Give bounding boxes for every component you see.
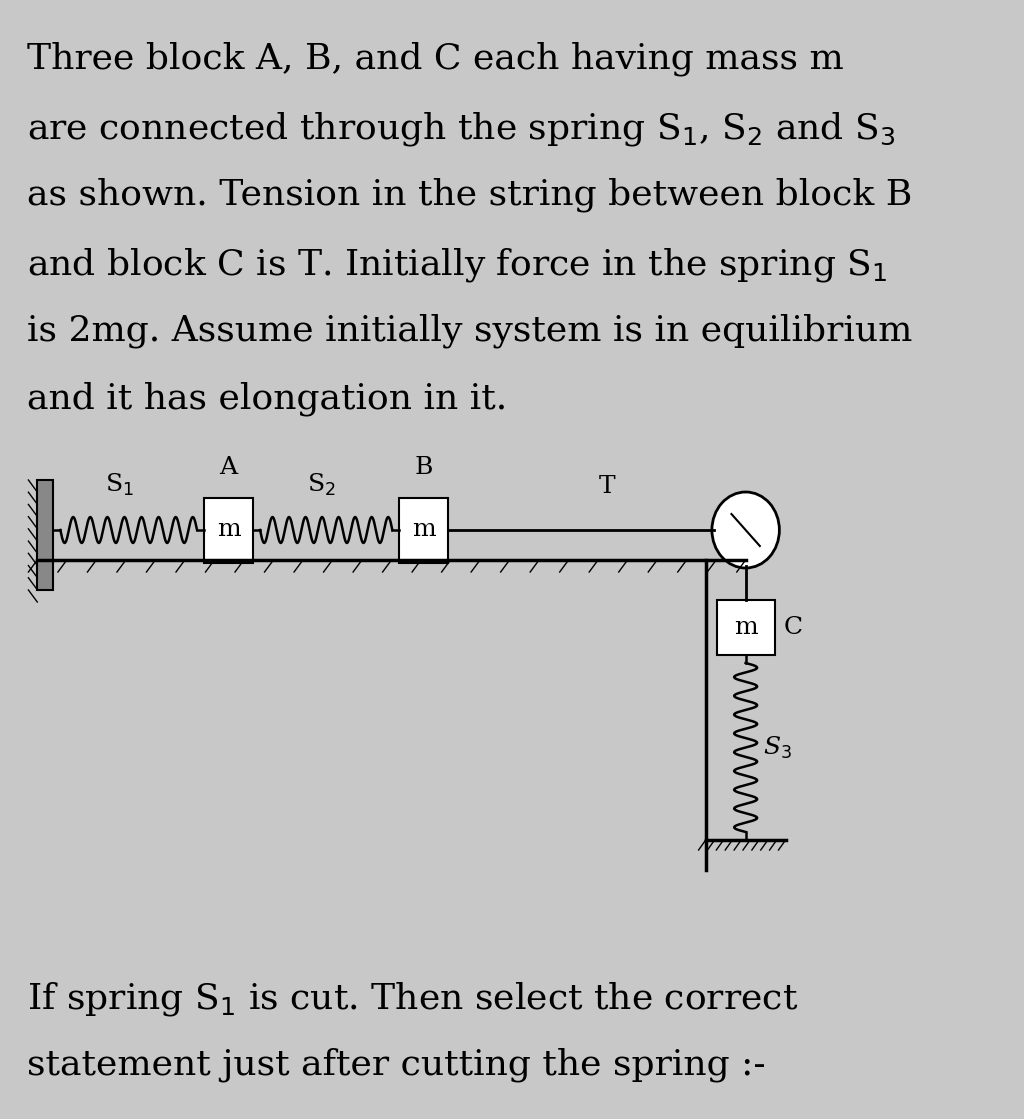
Text: Three block A, B, and C each having mass m: Three block A, B, and C each having mass… (27, 43, 844, 76)
Bar (399, 498, 449, 563)
Text: statement just after cutting the spring :-: statement just after cutting the spring … (27, 1049, 765, 1082)
Text: m: m (734, 615, 758, 639)
Text: C: C (783, 615, 803, 639)
Bar (204, 498, 253, 563)
Text: S$_2$: S$_2$ (307, 472, 336, 498)
Text: and block C is T. Initially force in the spring S$_1$: and block C is T. Initially force in the… (27, 246, 887, 284)
Bar (37, 480, 53, 590)
Text: A: A (219, 457, 238, 480)
Text: are connected through the spring S$_1$, S$_2$ and S$_3$: are connected through the spring S$_1$, … (27, 110, 895, 148)
Text: is 2mg. Assume initially system is in equilibrium: is 2mg. Assume initially system is in eq… (27, 314, 912, 348)
Text: If spring S$_1$ is cut. Then select the correct: If spring S$_1$ is cut. Then select the … (27, 980, 798, 1018)
Text: m: m (217, 518, 241, 542)
Text: m: m (412, 518, 435, 542)
Text: and it has elongation in it.: and it has elongation in it. (27, 382, 507, 416)
Text: S$_3$: S$_3$ (764, 734, 793, 761)
Text: as shown. Tension in the string between block B: as shown. Tension in the string between … (27, 178, 912, 213)
Text: T: T (598, 474, 615, 498)
Circle shape (712, 492, 779, 568)
Text: S$_1$: S$_1$ (105, 472, 134, 498)
Bar (717, 600, 775, 655)
Text: B: B (415, 457, 433, 480)
